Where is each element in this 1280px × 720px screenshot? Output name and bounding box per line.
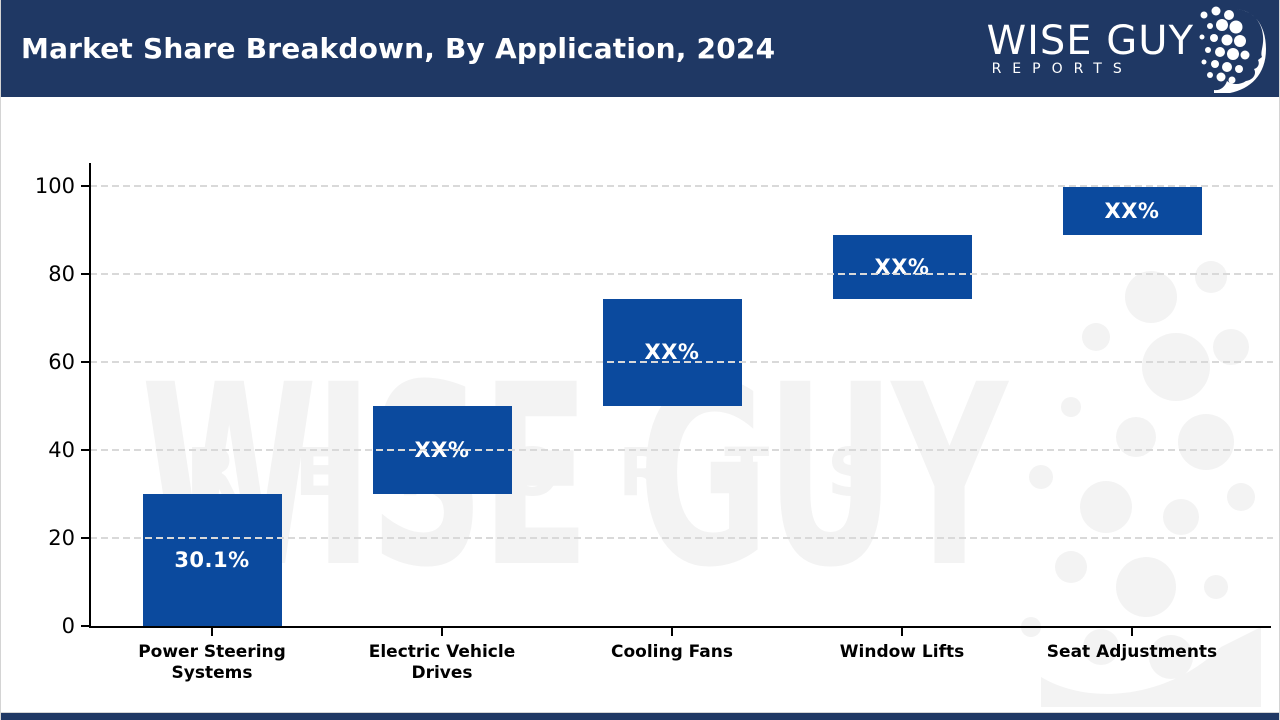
y-tick-label: 0 [61, 614, 75, 638]
watermark-head-icon [1021, 261, 1261, 707]
y-axis-spine [89, 163, 91, 628]
wiseguy-head-icon [1199, 6, 1266, 93]
bar-segment: XX% [1062, 186, 1202, 235]
logo-subtitle: REPORTS [991, 61, 1133, 77]
footer-divider [1, 712, 1279, 713]
y-tick-label: 40 [48, 438, 75, 462]
y-tick-label: 20 [48, 526, 75, 550]
bar-segment: XX% [602, 298, 742, 406]
x-tick-mark [441, 628, 443, 636]
gridline-60 [90, 361, 1273, 363]
x-tick-mark [671, 628, 673, 636]
y-tick-mark [81, 273, 89, 275]
gridline-20 [90, 537, 1273, 539]
x-category-label: Electric Vehicle Drives [368, 642, 516, 684]
logo-wordmark: WISE GUY [986, 18, 1194, 64]
x-category-label: Power Steering Systems [138, 642, 286, 684]
y-tick-mark [81, 449, 89, 451]
y-tick-mark [81, 625, 89, 627]
x-category-label: Seat Adjustments [1046, 642, 1218, 662]
x-tick-mark [1131, 628, 1133, 636]
watermark-wordmark: WISE GUY [141, 331, 1007, 622]
x-category-label: Cooling Fans [611, 642, 733, 662]
gridline-80 [90, 273, 1273, 275]
chart-area: WISE GUY REPORTS 0 20 40 60 80 100 30.1% Power … [1, 97, 1279, 712]
bar-segment: 30.1% [142, 493, 282, 626]
x-tick-mark [211, 628, 213, 636]
bar-segment: XX% [832, 234, 972, 299]
y-tick-mark [81, 537, 89, 539]
gridline-100 [90, 185, 1273, 187]
x-category-label: Window Lifts [839, 642, 965, 662]
bar-value-label: XX% [874, 254, 930, 279]
wiseguy-logo-text: WISE GUY REPORTS [987, 21, 1194, 76]
y-tick-mark [81, 185, 89, 187]
y-tick-mark [81, 361, 89, 363]
y-tick-label: 60 [48, 350, 75, 374]
page-title: Market Share Breakdown, By Application, … [21, 32, 776, 65]
bar-value-label: XX% [1104, 198, 1160, 223]
gridline-40 [90, 449, 1273, 451]
header-bar: Market Share Breakdown, By Application, … [1, 0, 1279, 97]
y-tick-label: 80 [48, 262, 75, 286]
bar-value-label: XX% [644, 340, 700, 365]
x-tick-mark [901, 628, 903, 636]
bar-value-label: 30.1% [174, 547, 250, 572]
x-axis-spine [89, 626, 1271, 628]
wiseguy-logo: WISE GUY REPORTS [987, 5, 1266, 93]
y-tick-label: 100 [34, 174, 75, 198]
footer-bar [1, 713, 1279, 720]
